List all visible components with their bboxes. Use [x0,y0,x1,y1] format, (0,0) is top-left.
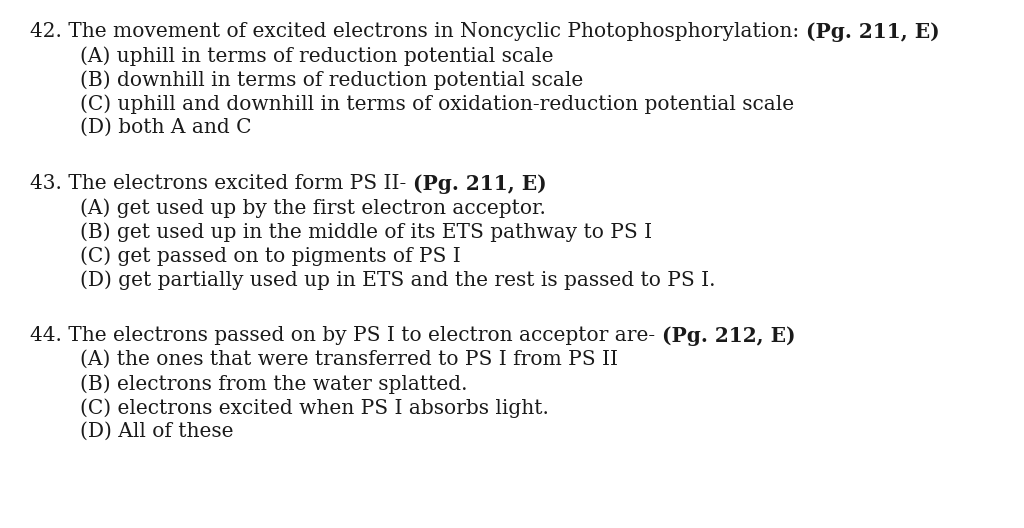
Text: (C) electrons excited when PS I absorbs light.: (C) electrons excited when PS I absorbs … [80,398,549,418]
Text: 43. The electrons excited form PS II-: 43. The electrons excited form PS II- [30,174,413,193]
Text: (A) the ones that were transferred to PS I from PS II: (A) the ones that were transferred to PS… [80,350,618,369]
Text: (Pg. 211, E): (Pg. 211, E) [413,174,546,194]
Text: (D) get partially used up in ETS and the rest is passed to PS I.: (D) get partially used up in ETS and the… [80,270,716,290]
Text: (C) get passed on to pigments of PS I: (C) get passed on to pigments of PS I [80,246,461,266]
Text: (B) get used up in the middle of its ETS pathway to PS I: (B) get used up in the middle of its ETS… [80,222,652,242]
Text: 42. The movement of excited electrons in Noncyclic Photophosphorylation:: 42. The movement of excited electrons in… [30,22,806,41]
Text: (Pg. 212, E): (Pg. 212, E) [662,326,795,346]
Text: (D) All of these: (D) All of these [80,422,233,441]
Text: (Pg. 211, E): (Pg. 211, E) [806,22,939,42]
Text: (D) both A and C: (D) both A and C [80,118,252,137]
Text: (A) uphill in terms of reduction potential scale: (A) uphill in terms of reduction potenti… [80,46,554,65]
Text: 44. The electrons passed on by PS I to electron acceptor are-: 44. The electrons passed on by PS I to e… [30,326,662,345]
Text: (B) downhill in terms of reduction potential scale: (B) downhill in terms of reduction poten… [80,70,584,90]
Text: (B) electrons from the water splatted.: (B) electrons from the water splatted. [80,374,468,394]
Text: (A) get used up by the first electron acceptor.: (A) get used up by the first electron ac… [80,198,546,218]
Text: (C) uphill and downhill in terms of oxidation-reduction potential scale: (C) uphill and downhill in terms of oxid… [80,94,795,114]
